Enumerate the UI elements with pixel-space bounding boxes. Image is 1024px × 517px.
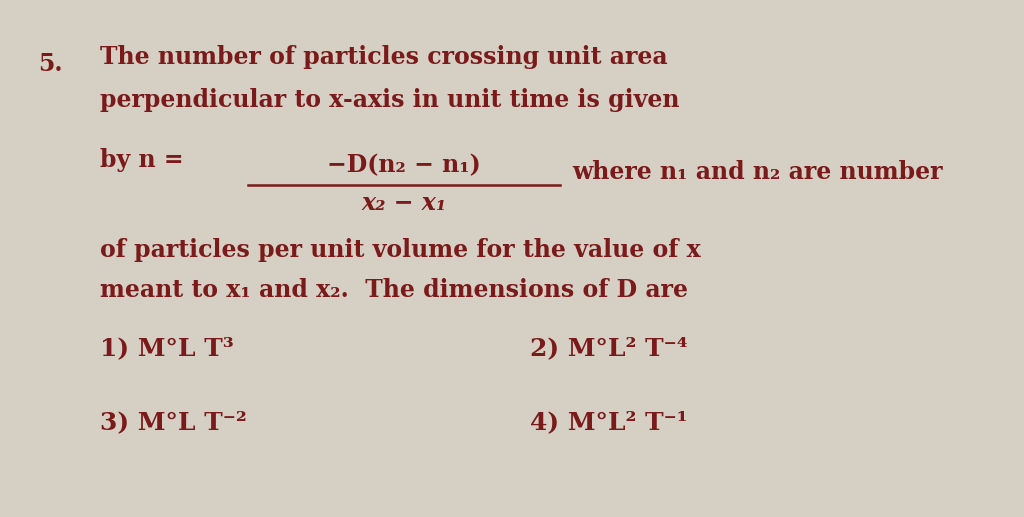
Text: −D(n₂ − n₁): −D(n₂ − n₁) (327, 153, 481, 177)
Text: by n =: by n = (100, 148, 191, 172)
Text: 1) M°L T³: 1) M°L T³ (100, 336, 233, 360)
Text: The number of particles crossing unit area: The number of particles crossing unit ar… (100, 45, 668, 69)
Text: 5.: 5. (38, 52, 62, 76)
Text: x₂ − x₁: x₂ − x₁ (361, 191, 446, 215)
Text: 2) M°L² T⁻⁴: 2) M°L² T⁻⁴ (530, 336, 688, 360)
Text: of particles per unit volume for the value of x: of particles per unit volume for the val… (100, 238, 700, 262)
Text: 3) M°L T⁻²: 3) M°L T⁻² (100, 410, 247, 434)
Text: where n₁ and n₂ are number: where n₁ and n₂ are number (572, 160, 942, 184)
Text: 4) M°L² T⁻¹: 4) M°L² T⁻¹ (530, 410, 688, 434)
Text: perpendicular to x-axis in unit time is given: perpendicular to x-axis in unit time is … (100, 88, 680, 112)
Text: meant to x₁ and x₂.  The dimensions of D are: meant to x₁ and x₂. The dimensions of D … (100, 278, 688, 302)
